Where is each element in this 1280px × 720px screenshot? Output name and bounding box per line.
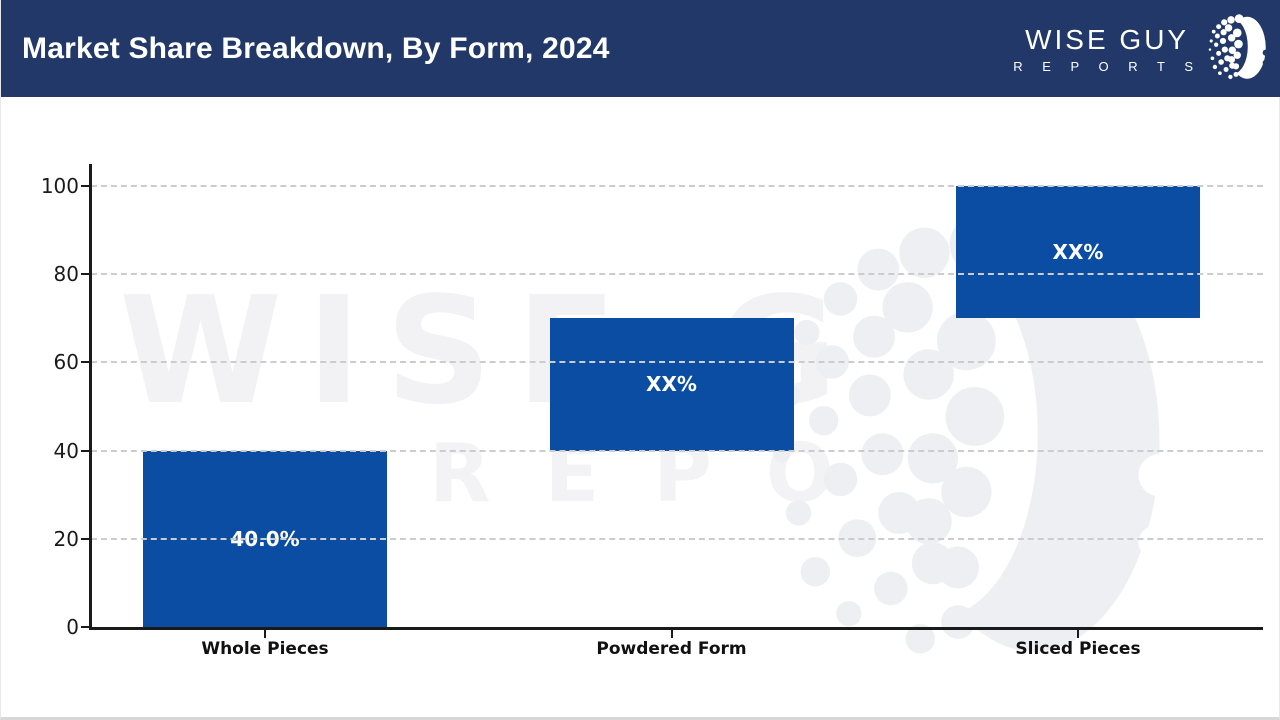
x-tick-label-2: Sliced Pieces	[1015, 639, 1141, 659]
x-tickmark-1	[670, 630, 673, 638]
watermark-head-icon	[773, 215, 1173, 654]
bar-value-label: XX%	[646, 372, 697, 397]
y-tick-label-40: 40	[53, 438, 79, 463]
y-tick-label-0: 0	[66, 615, 79, 639]
x-tickmark-0	[264, 630, 266, 638]
logo-wordmark: WISE GUY	[1025, 24, 1190, 55]
y-tickmark-80	[81, 273, 89, 276]
header-bar: Market Share Breakdown, By Form, 2024 WI…	[1, 0, 1280, 97]
page-title: Market Share Breakdown, By Form, 2024	[22, 31, 610, 65]
y-tick-label-100: 100	[40, 174, 79, 198]
gridline-y100	[91, 185, 1263, 187]
y-tickmark-0	[81, 626, 89, 628]
x-axis-line	[89, 627, 1263, 630]
y-tickmark-60	[81, 361, 89, 364]
y-tickmark-40	[81, 449, 89, 452]
y-tick-label-60: 60	[53, 350, 79, 375]
gridline-y80	[91, 273, 1263, 276]
y-tickmark-20	[81, 537, 89, 540]
bar-value-label: XX%	[1052, 240, 1104, 265]
x-tick-label-1: Powdered Form	[596, 639, 747, 659]
chart-area: WISE GUY REPORTS 40.0%XX%XX%	[1, 97, 1280, 717]
x-tickmark-2	[1077, 630, 1079, 638]
y-tick-label-20: 20	[53, 526, 79, 551]
logo-text: WISE GUY R E P O R T S	[1013, 24, 1201, 74]
gridline-y40	[91, 449, 1263, 452]
bar-sliced-pieces: XX%	[956, 186, 1200, 319]
y-tickmark-100	[81, 185, 89, 187]
wiseguy-logo: WISE GUY R E P O R T S	[1013, 6, 1267, 92]
y-tick-label-80: 80	[53, 262, 79, 287]
y-axis-line	[89, 164, 92, 630]
logo-subtitle: R E P O R T S	[1013, 59, 1201, 74]
logo-head-icon	[1208, 14, 1267, 80]
bar-powdered-form: XX%	[549, 318, 794, 451]
x-tick-label-0: Whole Pieces	[201, 639, 329, 659]
gridline-y20	[91, 537, 1263, 540]
gridline-y60	[91, 361, 1263, 364]
